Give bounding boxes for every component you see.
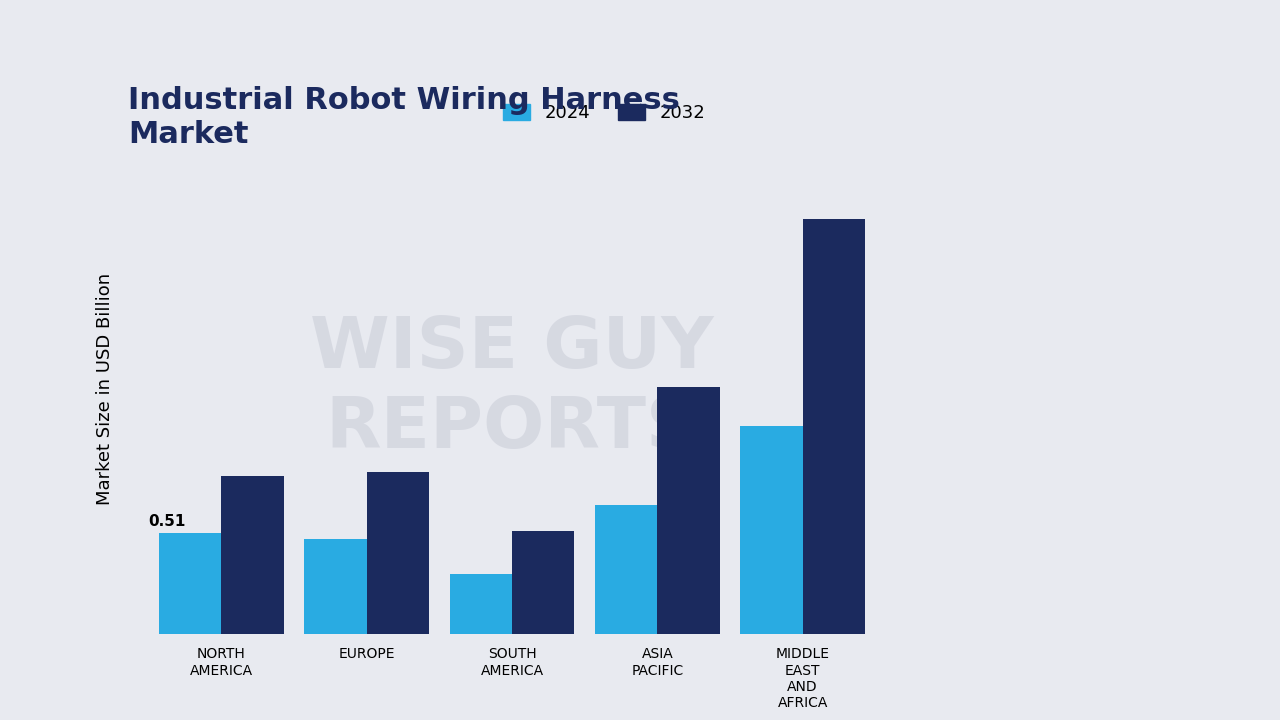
Text: Industrial Robot Wiring Harness
Market: Industrial Robot Wiring Harness Market: [128, 86, 680, 149]
Bar: [658, 387, 719, 634]
Bar: [305, 539, 366, 634]
Bar: [449, 575, 512, 634]
Y-axis label: Market Size in USD Billion: Market Size in USD Billion: [96, 273, 114, 505]
Text: WISE GUY
REPORTS: WISE GUY REPORTS: [310, 315, 714, 463]
Bar: [221, 475, 284, 634]
Bar: [512, 531, 575, 634]
Bar: [159, 533, 221, 634]
Bar: [803, 219, 865, 634]
Bar: [595, 505, 658, 634]
Bar: [740, 426, 803, 634]
Bar: [366, 472, 429, 634]
Text: 0.51: 0.51: [148, 514, 186, 529]
Legend: 2024, 2032: 2024, 2032: [503, 104, 705, 122]
